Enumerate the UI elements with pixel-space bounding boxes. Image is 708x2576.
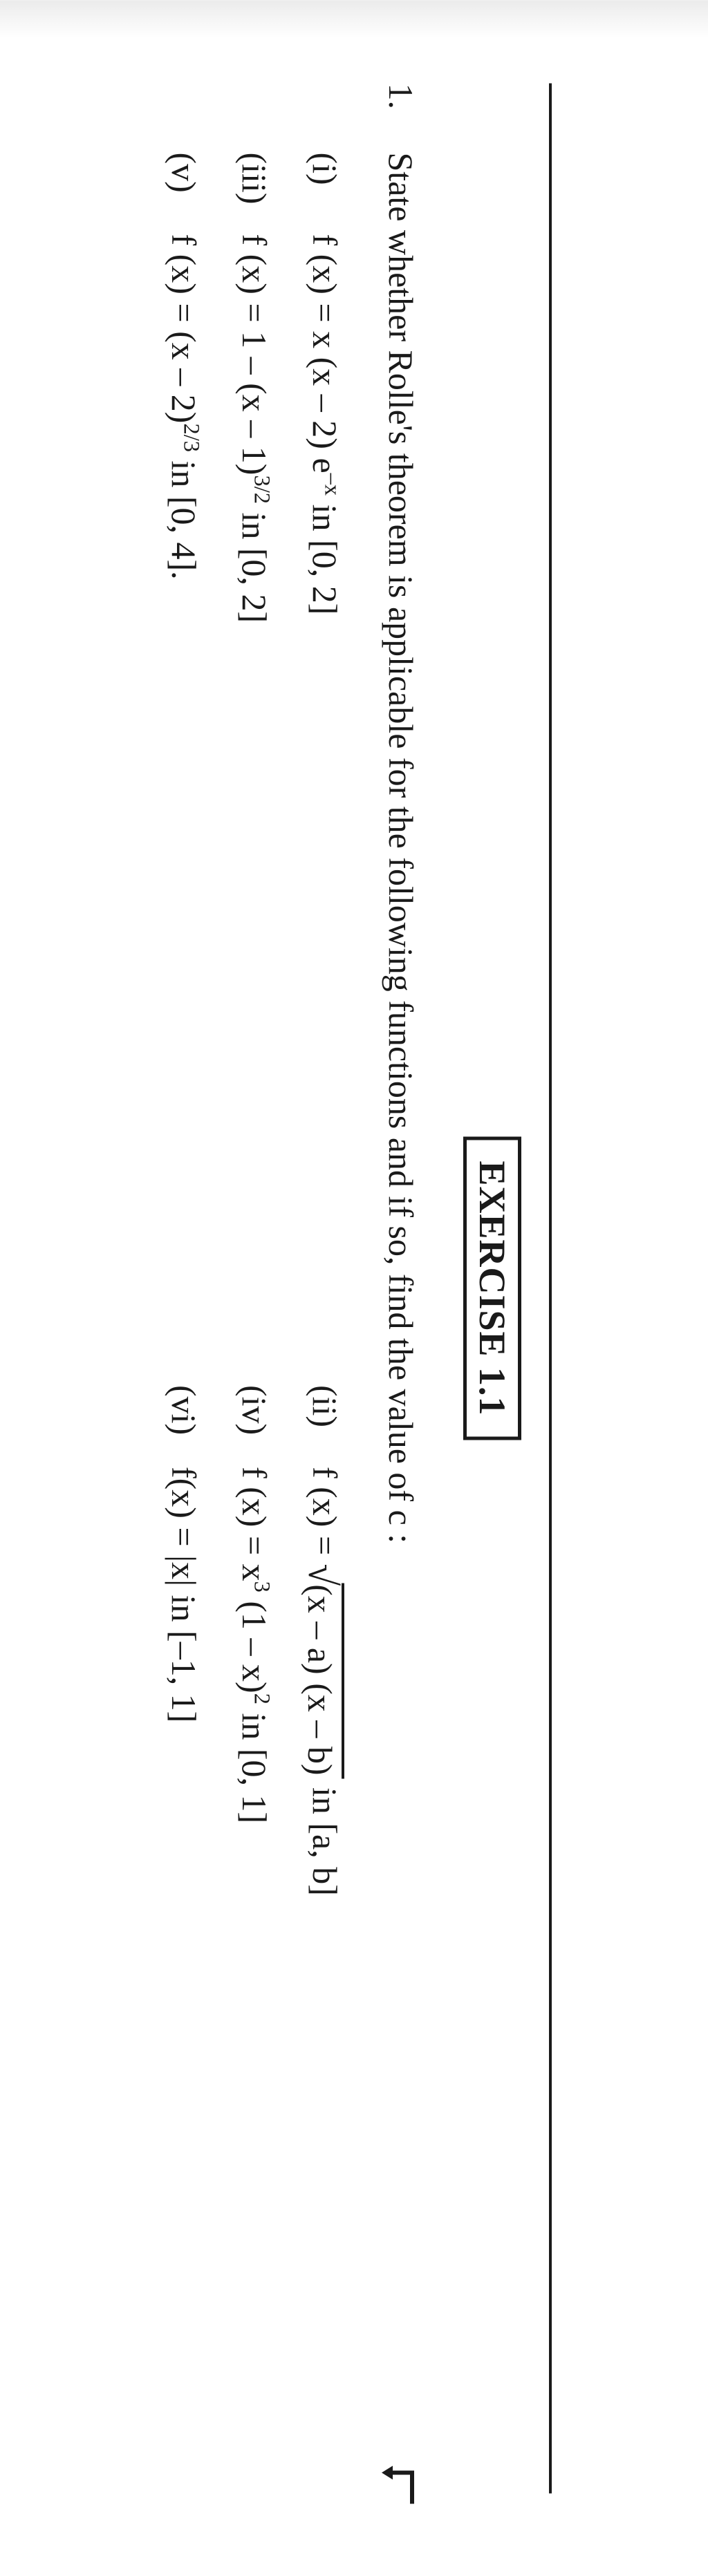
fn-exponent: 2 — [250, 1693, 274, 1704]
return-arrow-svg — [362, 2465, 418, 2514]
fn-text: f (x) = x — [235, 1467, 274, 1581]
part-label: (iii) — [227, 152, 282, 214]
question-parts: (i) f (x) = x (x – 2) e–x in [0, 2] (ii)… — [156, 152, 353, 2493]
exercise-heading-wrap: EXERCISE 1.1 — [463, 83, 521, 2493]
page-fold-shadow — [0, 0, 708, 38]
part-iv: (iv) f (x) = x3 (1 – x)2 in [0, 1] — [227, 1385, 282, 2494]
fn-suffix: in [0, 2] — [235, 503, 274, 622]
top-horizontal-rule — [549, 83, 552, 2493]
fn-exponent: 3/2 — [250, 475, 274, 504]
question-number: 1. — [156, 83, 429, 124]
part-function: f (x) = x (x – 2) e–x in [0, 2] — [297, 234, 353, 614]
part-label: (v) — [156, 152, 212, 214]
part-vi: (vi) f(x) = |x| in [–1, 1] — [156, 1385, 212, 2494]
fn-suffix: in [0, 2] — [306, 496, 344, 614]
part-label: (ii) — [297, 1385, 353, 1447]
radicand: (x – a) (x – b) — [298, 1583, 344, 1778]
part-function: f (x) = (x – 2)2/3 in [0, 4]. — [156, 234, 212, 579]
part-label: (vi) — [156, 1385, 212, 1447]
part-function: f (x) = √(x – a) (x – b) in [a, b] — [297, 1467, 353, 1896]
fn-text: f (x) = x (x – 2) e — [306, 234, 344, 473]
fn-text: f (x) = — [306, 1467, 344, 1564]
question-block: 1. State whether Rolle's theorem is appl… — [156, 83, 429, 2493]
part-label: (iv) — [227, 1385, 282, 1447]
fn-text: f(x) = |x| in [–1, 1] — [165, 1467, 203, 1722]
fn-suffix: in [0, 1] — [235, 1704, 274, 1823]
question-stem: State whether Rolle's theorem is applica… — [373, 152, 429, 2493]
fn-suffix: in [a, b] — [306, 1778, 344, 1895]
part-i: (i) f (x) = x (x – 2) e–x in [0, 2] — [297, 152, 353, 1261]
page: EXERCISE 1.1 1. State whether Rolle's th… — [0, 0, 708, 2576]
part-ii: (ii) f (x) = √(x – a) (x – b) in [a, b] — [297, 1385, 353, 2494]
return-arrow-icon — [350, 2465, 418, 2514]
question-content: State whether Rolle's theorem is applica… — [156, 152, 429, 2493]
part-v: (v) f (x) = (x – 2)2/3 in [0, 4]. — [156, 152, 212, 1261]
part-iii: (iii) f (x) = 1 – (x – 1)3/2 in [0, 2] — [227, 152, 282, 1261]
sqrt-icon: √(x – a) (x – b) — [298, 1563, 344, 1778]
fn-text: f (x) = 1 – (x – 1) — [235, 234, 274, 475]
fn-mid: (1 – x) — [235, 1592, 274, 1693]
fn-suffix: in [0, 4]. — [165, 451, 203, 579]
exercise-heading: EXERCISE 1.1 — [463, 1136, 521, 1440]
part-function: f (x) = 1 – (x – 1)3/2 in [0, 2] — [227, 234, 282, 623]
fn-text: f (x) = (x – 2) — [165, 234, 203, 423]
radical-sign: √ — [301, 1563, 342, 1586]
fn-exponent: –x — [320, 473, 345, 496]
part-function: f(x) = |x| in [–1, 1] — [156, 1467, 212, 1722]
part-function: f (x) = x3 (1 – x)2 in [0, 1] — [227, 1467, 282, 1823]
fn-exponent: 2/3 — [179, 423, 204, 452]
fn-exponent: 3 — [250, 1581, 274, 1592]
part-label: (i) — [297, 152, 353, 214]
